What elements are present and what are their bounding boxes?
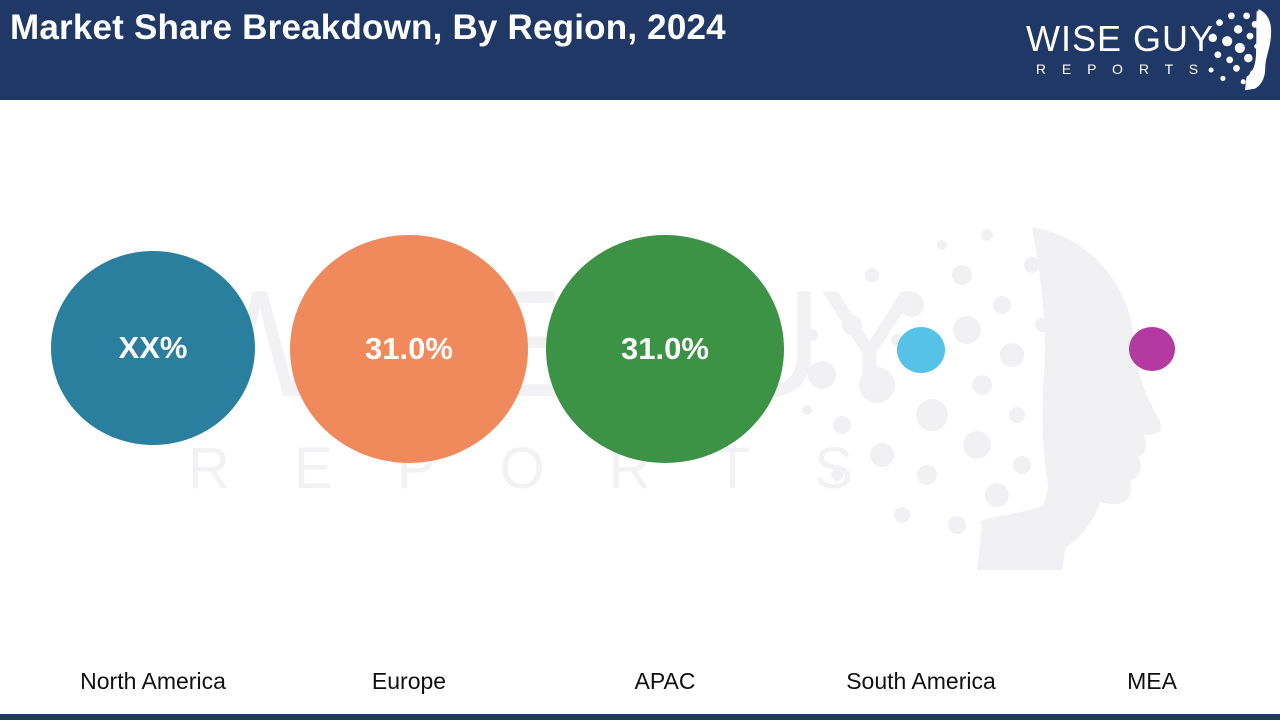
bubble-apac: 31.0% — [546, 235, 784, 463]
category-label-north-america: North America — [80, 668, 226, 694]
bubble-north-america: XX% — [51, 251, 255, 445]
bubble-mea — [1129, 327, 1175, 371]
bubble-south-america — [897, 327, 945, 373]
brand-logo-text: WISE GUY R E P O R T S — [1026, 19, 1214, 77]
watermark-tagline-letter: R — [188, 436, 230, 501]
category-label-mea: MEA — [1127, 668, 1177, 694]
bubble-value-label-apac: 31.0% — [621, 331, 709, 366]
brand-head-icon — [1208, 9, 1272, 91]
category-label-south-america: South America — [846, 668, 996, 694]
chart-title: Market Share Breakdown, By Region, 2024 — [10, 8, 726, 47]
brand-name: WISE GUY — [1025, 18, 1214, 60]
bottom-accent-bar — [0, 714, 1280, 720]
watermark-tagline-letter: E — [293, 436, 333, 501]
brand-tagline: R E P O R T S — [1035, 60, 1205, 77]
brand-logo: WISE GUY R E P O R T S — [1026, 4, 1272, 92]
bubble-europe: 31.0% — [290, 235, 528, 463]
watermark-tagline-letter: O — [499, 436, 545, 501]
watermark-tagline-letter: S — [814, 436, 853, 501]
bubble-value-label-north-america: XX% — [118, 330, 188, 365]
category-label-europe: Europe — [371, 668, 447, 694]
bubble-value-label-europe: 31.0% — [365, 331, 453, 366]
category-label-apac: APAC — [634, 668, 696, 694]
header-bar: Market Share Breakdown, By Region, 2024 … — [0, 0, 1280, 100]
